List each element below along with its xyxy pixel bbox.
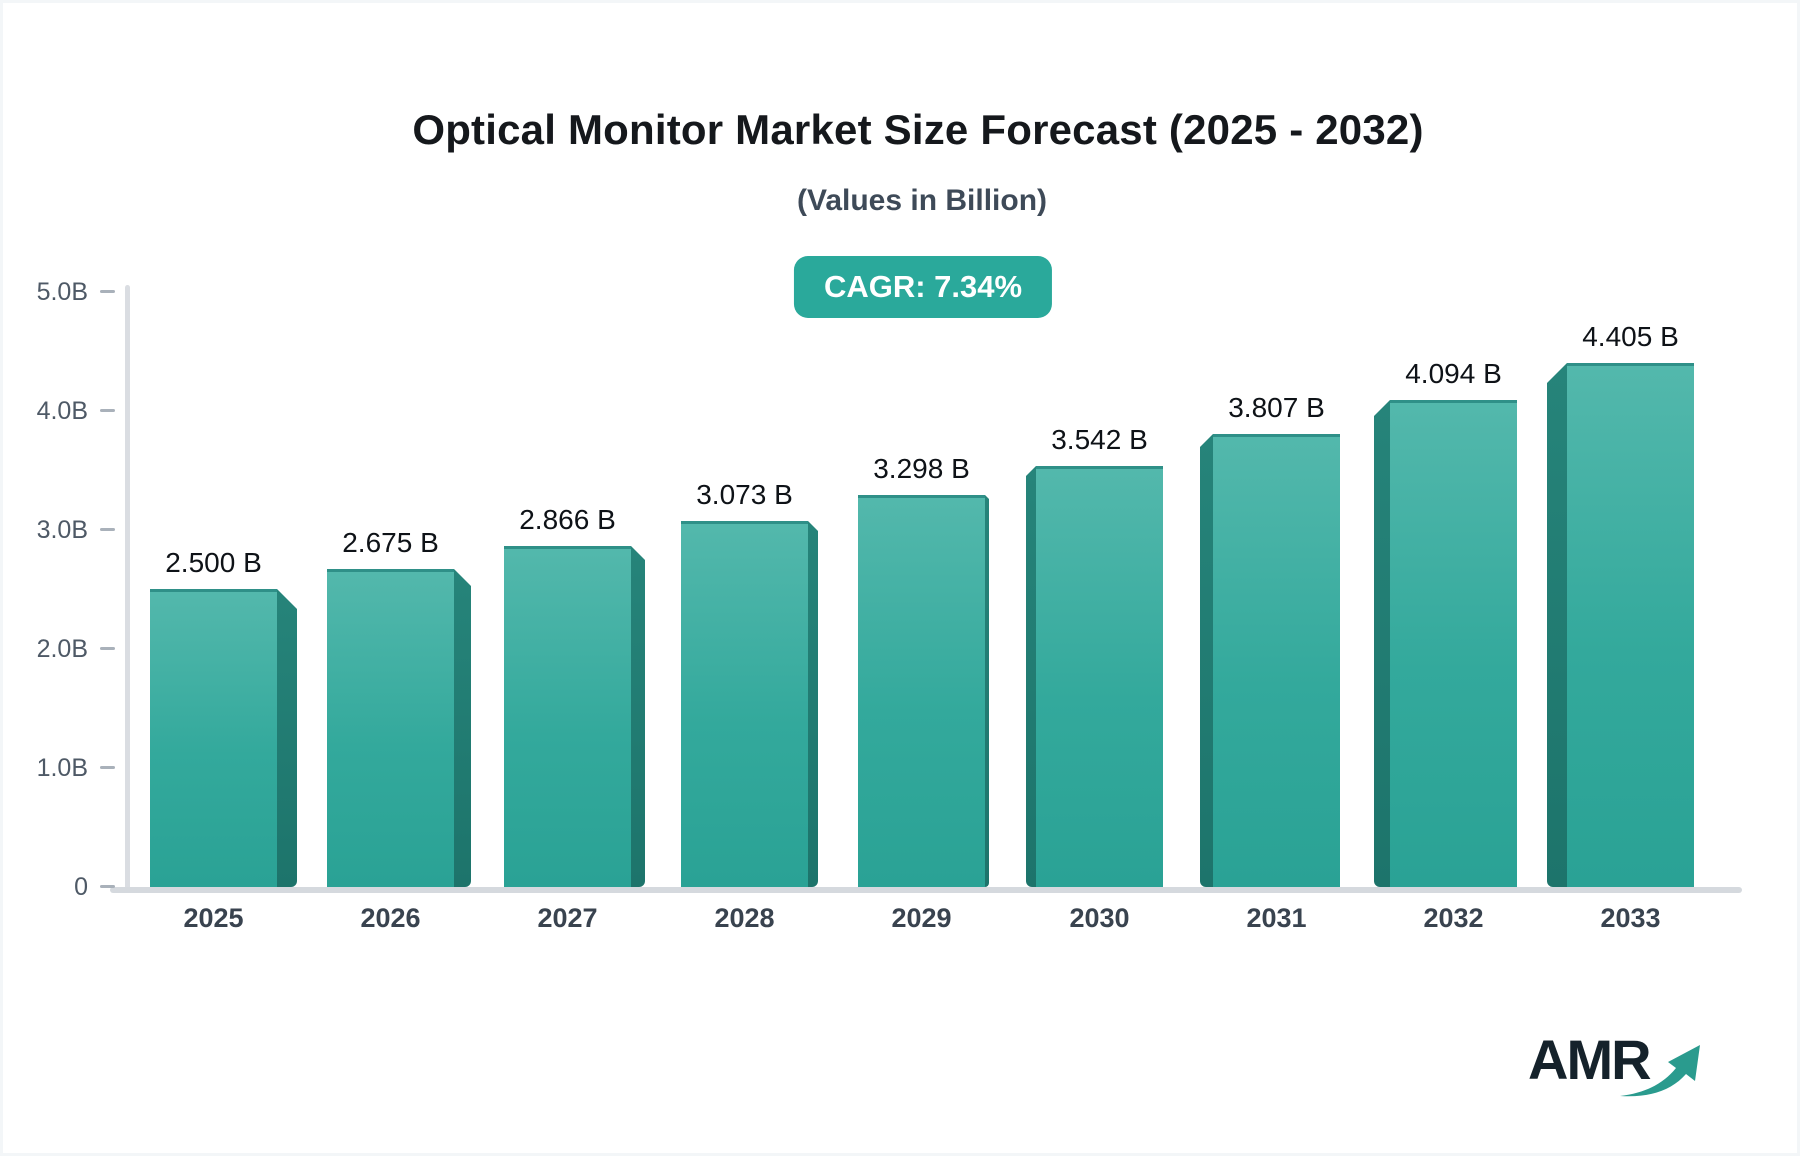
- x-axis-label: 2026: [360, 903, 421, 933]
- chart-subtitle: (Values in Billion): [796, 184, 1048, 217]
- amr-logo: AMR: [1528, 1032, 1718, 1112]
- y-axis-tick: [100, 528, 115, 531]
- cagr-badge: CAGR: 7.34%: [793, 256, 1053, 318]
- x-axis-baseline: [110, 887, 1742, 893]
- bar-face: [1213, 434, 1340, 887]
- bar-side: [631, 546, 645, 887]
- bar-value-label: 2.866 B: [519, 504, 616, 535]
- bar-face: [858, 495, 985, 887]
- bar-side: [1547, 363, 1567, 887]
- x-axis-label: 2028: [714, 903, 775, 933]
- y-axis-tick: [100, 409, 115, 412]
- y-axis-line: [125, 285, 130, 893]
- bar-side: [985, 495, 989, 887]
- y-axis-label: 2.0B: [36, 635, 88, 663]
- y-axis-label: 4.0B: [36, 397, 88, 425]
- x-axis-label: 2027: [537, 903, 598, 933]
- x-axis-label: 2031: [1246, 903, 1307, 933]
- bar-value-label: 3.298 B: [873, 453, 970, 484]
- y-axis-tick: [100, 290, 115, 293]
- x-axis-label: 2032: [1423, 903, 1484, 933]
- bar-face: [1390, 400, 1517, 887]
- bar-side: [1026, 466, 1036, 887]
- bar-value-label: 3.073 B: [696, 479, 793, 510]
- bar-value-label: 2.500 B: [165, 547, 262, 578]
- x-axis-label: 2033: [1600, 903, 1661, 933]
- x-axis-label: 2030: [1069, 903, 1130, 933]
- bar-side: [277, 589, 297, 887]
- x-axis-label: 2029: [891, 903, 952, 933]
- y-axis-label: 0: [74, 873, 88, 901]
- bar-side: [1374, 400, 1390, 887]
- bar-face: [1036, 466, 1163, 887]
- bar-side: [1200, 434, 1213, 887]
- y-axis-label: 5.0B: [36, 278, 88, 306]
- y-axis-tick: [100, 647, 115, 650]
- bar-value-label: 3.542 B: [1051, 424, 1148, 455]
- bar-value-label: 3.807 B: [1228, 392, 1325, 423]
- bar-value-label: 4.094 B: [1405, 358, 1502, 389]
- bar-side: [454, 569, 471, 887]
- y-axis-label: 1.0B: [36, 754, 88, 782]
- y-axis-tick: [100, 766, 115, 769]
- bar-face: [1567, 363, 1694, 887]
- bar-face: [681, 521, 808, 887]
- y-axis-label: 3.0B: [36, 516, 88, 544]
- bar-face: [327, 569, 454, 887]
- chart-title: Optical Monitor Market Size Forecast (20…: [412, 106, 1424, 153]
- bar-face: [504, 546, 631, 887]
- x-axis-label: 2025: [183, 903, 244, 933]
- amr-logo-text: AMR: [1528, 1028, 1652, 1091]
- bar-face: [150, 589, 277, 887]
- bar-side: [808, 521, 818, 887]
- bar-value-label: 4.405 B: [1582, 321, 1679, 352]
- y-axis-tick: [100, 885, 115, 888]
- bar-value-label: 2.675 B: [342, 527, 439, 558]
- growth-arrow-icon: [1620, 1045, 1700, 1097]
